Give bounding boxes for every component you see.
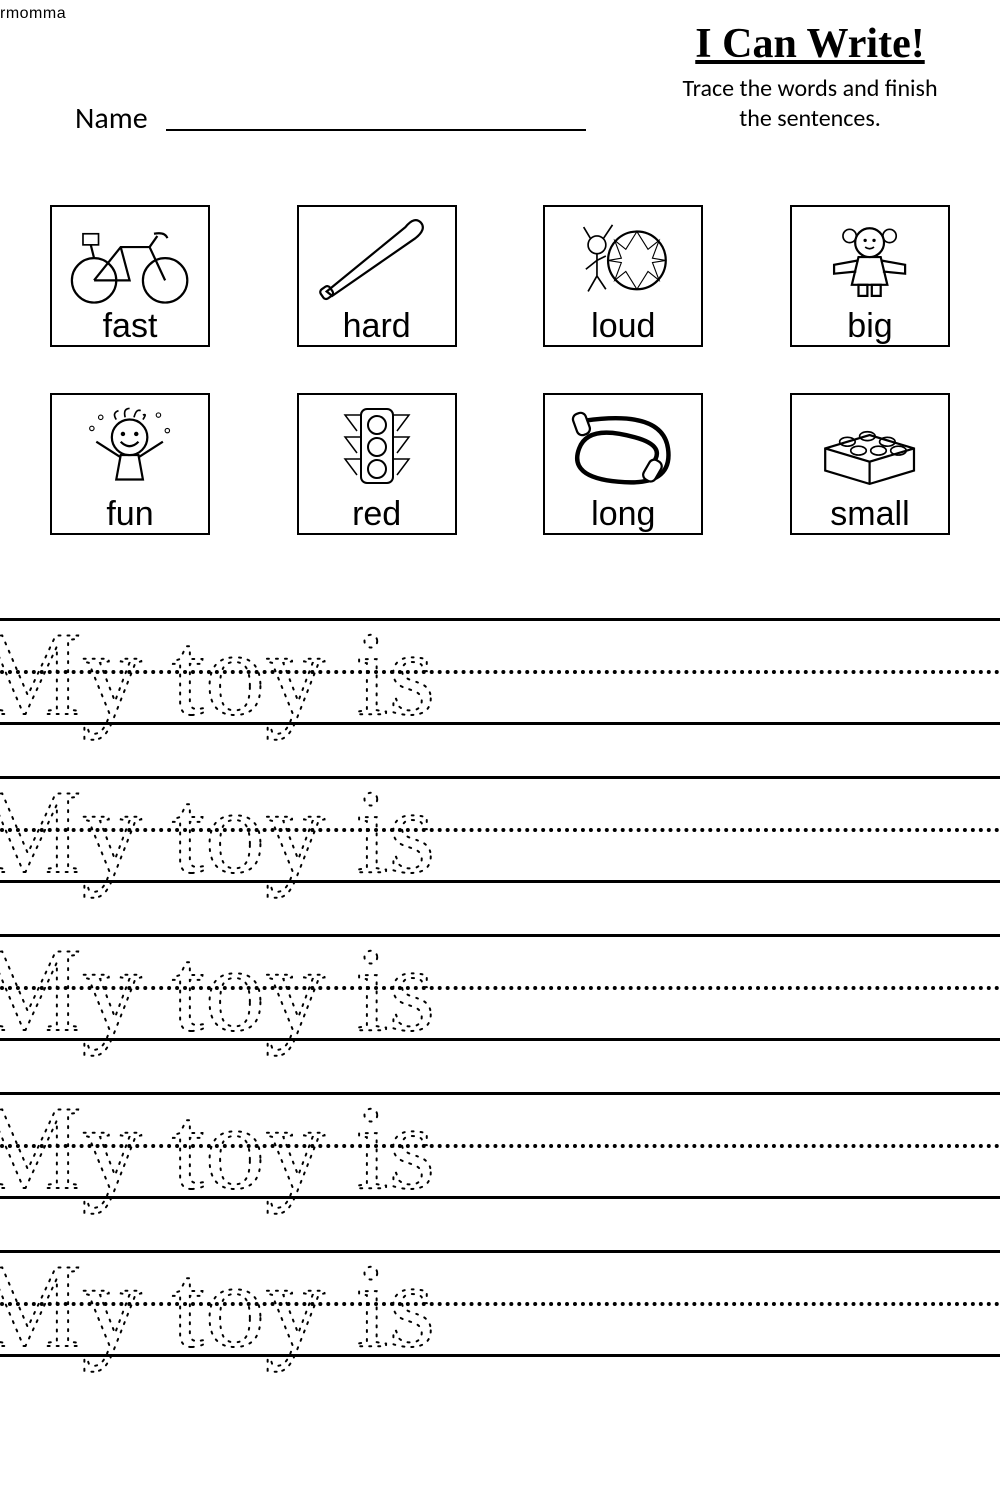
card-label: fast	[103, 309, 158, 343]
trace-text: My toy is	[0, 1228, 1000, 1388]
word-cards-grid: fast hard loud	[50, 205, 950, 535]
card-label: big	[847, 309, 892, 343]
trace-text: My toy is	[0, 912, 1000, 1072]
name-label: Name	[75, 100, 148, 137]
card-fun: fun	[50, 393, 210, 535]
worksheet-page: rmomma I Can Write! Trace the words and …	[0, 0, 1000, 1500]
writing-line[interactable]: My toy is	[0, 766, 1000, 888]
header: I Can Write! Trace the words and finish …	[620, 20, 1000, 134]
trace-text: My toy is	[0, 1070, 1000, 1230]
watermark-text: rmomma	[0, 5, 66, 23]
instructions-line-2: the sentences.	[739, 104, 881, 133]
card-label: long	[591, 497, 655, 531]
card-label: small	[830, 497, 909, 531]
girl-icon	[796, 213, 944, 307]
svg-text:My toy is: My toy is	[0, 1239, 435, 1372]
name-row: Name	[75, 100, 586, 137]
card-loud: loud	[543, 205, 703, 347]
drum-icon	[549, 213, 697, 307]
card-fast: fast	[50, 205, 210, 347]
svg-text:My toy is: My toy is	[0, 765, 435, 898]
bat-icon	[303, 213, 451, 307]
bicycle-icon	[56, 213, 204, 307]
card-label: red	[352, 497, 401, 531]
writing-lines: My toy isMy toy isMy toy isMy toy isMy t…	[0, 608, 1000, 1398]
card-label: loud	[591, 309, 655, 343]
writing-line[interactable]: My toy is	[0, 1240, 1000, 1362]
svg-text:My toy is: My toy is	[0, 607, 435, 740]
writing-line[interactable]: My toy is	[0, 608, 1000, 730]
page-title: I Can Write!	[620, 20, 1000, 68]
card-long: long	[543, 393, 703, 535]
svg-text:My toy is: My toy is	[0, 923, 435, 1056]
svg-text:My toy is: My toy is	[0, 1081, 435, 1214]
instructions-line-1: Trace the words and finish	[682, 74, 937, 103]
card-label: fun	[106, 497, 153, 531]
happy-kid-icon	[56, 401, 204, 495]
card-hard: hard	[297, 205, 457, 347]
lego-brick-icon	[796, 401, 944, 495]
card-red: red	[297, 393, 457, 535]
card-big: big	[790, 205, 950, 347]
trace-text: My toy is	[0, 596, 1000, 756]
instructions: Trace the words and finish the sentences…	[620, 74, 1000, 134]
trace-text: My toy is	[0, 754, 1000, 914]
writing-line[interactable]: My toy is	[0, 924, 1000, 1046]
traffic-light-icon	[303, 401, 451, 495]
card-label: hard	[343, 309, 411, 343]
card-small: small	[790, 393, 950, 535]
writing-line[interactable]: My toy is	[0, 1082, 1000, 1204]
jump-rope-icon	[549, 401, 697, 495]
name-input-line[interactable]	[166, 129, 586, 131]
